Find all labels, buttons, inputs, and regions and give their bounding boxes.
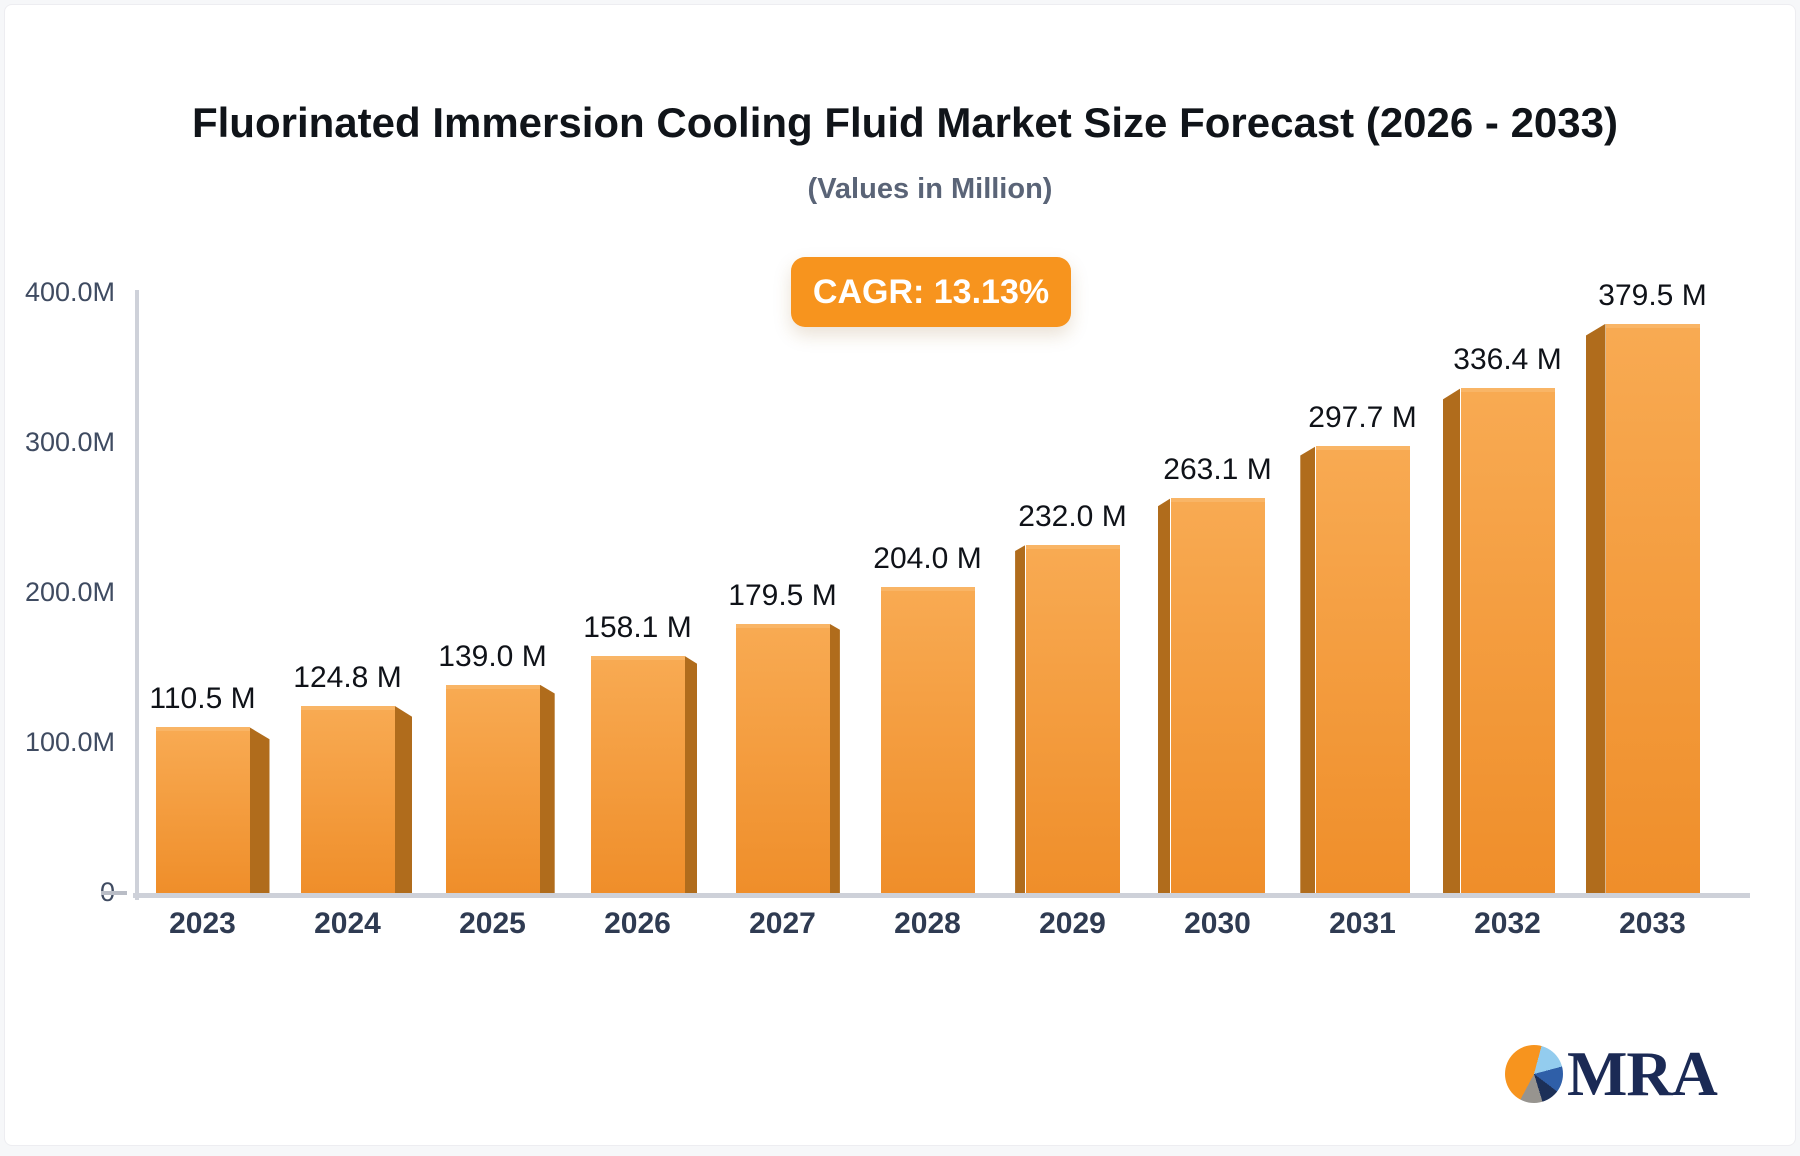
- x-tick-label: 2024: [314, 907, 381, 940]
- bar: [1605, 323, 1700, 893]
- x-tick-label: 2028: [894, 907, 961, 940]
- bar-side: [684, 655, 698, 893]
- cagr-badge: CAGR: 13.13%: [791, 257, 1071, 327]
- bar-side: [394, 705, 413, 893]
- bar-side: [1157, 498, 1171, 893]
- y-tick-label: 400.0M: [24, 277, 115, 307]
- bar: [445, 684, 540, 893]
- bar-side: [1585, 323, 1606, 893]
- y-tick-label: 200.0M: [24, 577, 115, 607]
- x-tick-label: 2032: [1474, 907, 1541, 940]
- bar-value-label: 204.0 M: [873, 542, 982, 575]
- bar-side: [1442, 388, 1461, 893]
- bar: [1315, 446, 1410, 893]
- x-tick-label: 2030: [1184, 907, 1251, 940]
- bar-value-label: 110.5 M: [149, 682, 256, 716]
- bar-value-label: 139.0 M: [438, 639, 547, 673]
- x-tick-label: 2023: [169, 907, 236, 940]
- chart-card: Fluorinated Immersion Cooling Fluid Mark…: [4, 4, 1796, 1146]
- y-axis: [135, 290, 139, 900]
- y-tick-label: 300.0M: [24, 427, 115, 457]
- x-axis: [133, 893, 1750, 898]
- x-tick-label: 2026: [604, 907, 671, 940]
- bar-side: [1300, 446, 1316, 893]
- bar-side: [539, 684, 555, 893]
- bar-value-label: 336.4 M: [1453, 343, 1562, 377]
- bar-value-label: 297.7 M: [1308, 401, 1417, 435]
- x-tick-label: 2031: [1329, 907, 1396, 940]
- bar-value-label: 232.0 M: [1018, 500, 1127, 533]
- bar: [1460, 388, 1555, 893]
- chart-subtitle: (Values in Million): [807, 173, 1053, 205]
- bar: [155, 727, 250, 893]
- bar: [300, 705, 395, 893]
- bar-value-label: 263.1 M: [1163, 453, 1272, 487]
- bar-side: [1015, 545, 1026, 893]
- logo-text: MRA: [1567, 1038, 1718, 1109]
- bar: [1025, 545, 1120, 893]
- y-tick-label: 0: [5, 879, 115, 906]
- bar: [1170, 498, 1265, 893]
- y-zero-tick: [101, 891, 127, 895]
- x-tick-label: 2029: [1039, 907, 1106, 940]
- bar-value-label: 179.5 M: [728, 578, 837, 612]
- x-tick-label: 2025: [459, 907, 526, 940]
- chart-title: Fluorinated Immersion Cooling Fluid Mark…: [191, 99, 1618, 146]
- y-tick-label: 100.0M: [24, 727, 115, 757]
- bar-value-label: 124.8 M: [293, 660, 402, 694]
- x-tick-label: 2027: [749, 907, 816, 940]
- bar-side: [249, 727, 270, 893]
- bar: [880, 587, 975, 893]
- bar-side: [829, 623, 840, 893]
- logo-pie-icon: [1505, 1045, 1563, 1103]
- x-tick-label: 2033: [1619, 907, 1686, 940]
- bar-value-label: 379.5 M: [1598, 278, 1707, 312]
- bar: [590, 655, 685, 893]
- bar-value-label: 158.1 M: [583, 610, 692, 644]
- brand-logo: MRA: [1505, 1038, 1718, 1109]
- bar: [735, 623, 830, 893]
